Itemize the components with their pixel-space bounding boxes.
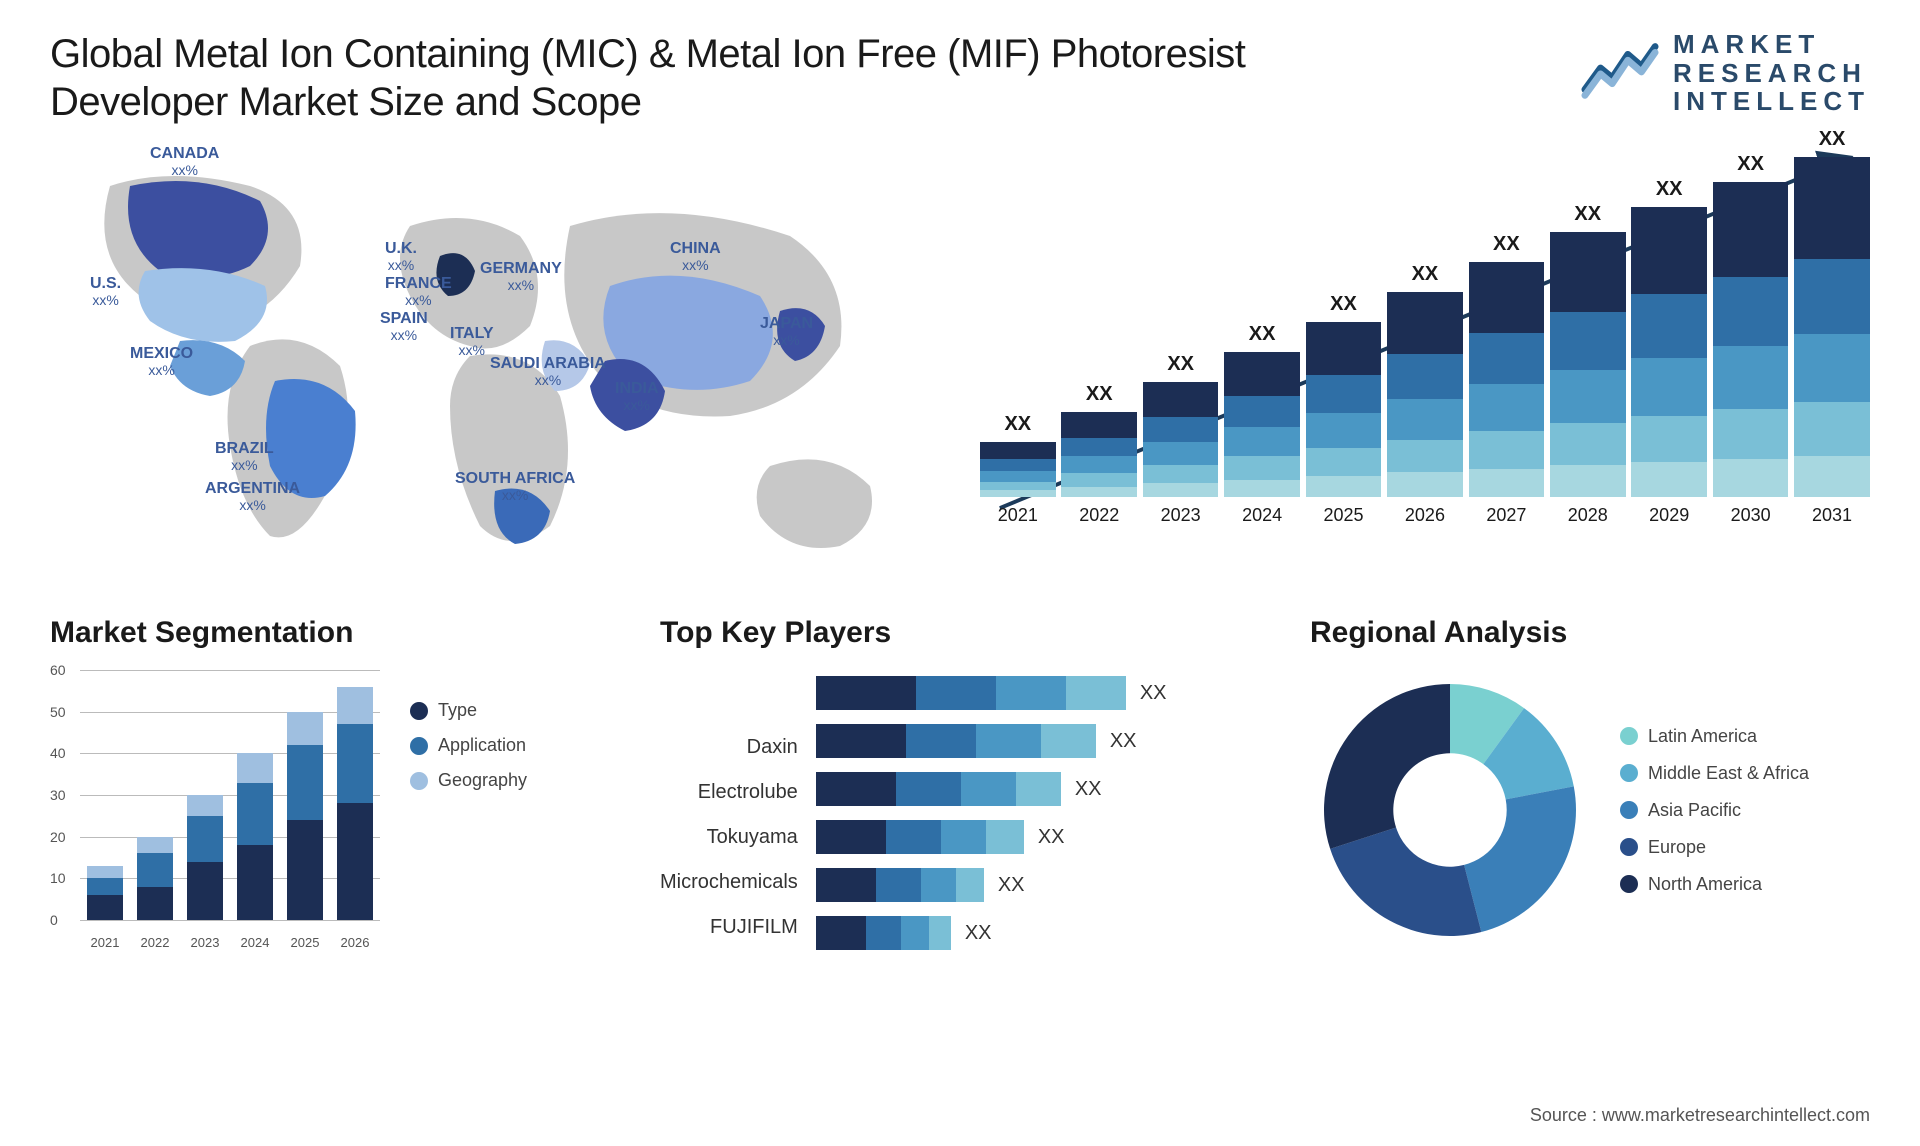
growth-bar: XX2024 [1224, 323, 1300, 526]
legend-item: North America [1620, 874, 1809, 895]
logo-mark-icon [1581, 40, 1659, 105]
players-labels: DaxinElectrolubeTokuyamaMicrochemicalsFU… [660, 670, 798, 950]
player-bar-row: XX [816, 868, 1260, 902]
growth-bar: XX2031 [1794, 128, 1870, 526]
players-title: Top Key Players [660, 616, 1260, 650]
page-title: Global Metal Ion Containing (MIC) & Meta… [50, 30, 1350, 126]
legend-item: Type [410, 700, 527, 721]
growth-bar: XX2029 [1631, 178, 1707, 526]
segmentation-chart: 202120222023202420252026 0102030405060 [50, 670, 380, 950]
map-label: SOUTH AFRICAxx% [455, 471, 575, 505]
segmentation-bar [87, 866, 123, 920]
player-bar-row: XX [816, 724, 1260, 758]
growth-bar: XX2022 [1061, 383, 1137, 526]
segmentation-bar [337, 687, 373, 920]
legend-item: Latin America [1620, 726, 1809, 747]
map-label: CHINAxx% [670, 241, 721, 275]
world-map: CANADAxx% U.S.xx% MEXICOxx% BRAZILxx% ARGENT… [50, 146, 920, 576]
legend-item: Geography [410, 770, 527, 791]
legend-item: Middle East & Africa [1620, 763, 1809, 784]
map-label: GERMANYxx% [480, 261, 562, 295]
bottom-row: Market Segmentation 20212022202320242025… [50, 616, 1870, 950]
regional-title: Regional Analysis [1310, 616, 1870, 650]
segmentation-bar [287, 712, 323, 920]
growth-bar: XX2030 [1713, 153, 1789, 526]
growth-bar: XX2026 [1387, 263, 1463, 526]
player-bar-row: XX [816, 820, 1260, 854]
map-label: FRANCExx% [385, 276, 452, 310]
regional-section: Regional Analysis Latin America Middle Ea… [1310, 616, 1870, 950]
growth-bar: XX2027 [1469, 233, 1545, 526]
growth-bar: XX2025 [1306, 293, 1382, 526]
donut-slice [1324, 684, 1450, 849]
map-label: U.S.xx% [90, 276, 121, 310]
legend-item: Application [410, 735, 527, 756]
segmentation-bar [137, 837, 173, 920]
map-label: CANADAxx% [150, 146, 219, 180]
donut-slice [1464, 786, 1576, 932]
growth-bar-chart: XX2021XX2022XX2023XX2024XX2025XX2026XX20… [980, 146, 1870, 576]
map-label: INDIAxx% [615, 381, 659, 415]
player-bar-row: XX [816, 916, 1260, 950]
legend-item: Asia Pacific [1620, 800, 1809, 821]
players-bars: XX XX XX XX XX XX [816, 670, 1260, 950]
donut-slice [1330, 828, 1481, 936]
segmentation-bar [187, 795, 223, 920]
segmentation-title: Market Segmentation [50, 616, 610, 650]
regional-donut-chart [1310, 670, 1590, 950]
header: Global Metal Ion Containing (MIC) & Meta… [50, 30, 1870, 126]
map-label: BRAZILxx% [215, 441, 274, 475]
map-label: SPAINxx% [380, 311, 428, 345]
player-bar-row: XX [816, 772, 1260, 806]
source-text: Source : www.marketresearchintellect.com [1530, 1105, 1870, 1126]
players-section: Top Key Players DaxinElectrolubeTokuyama… [660, 616, 1260, 950]
segmentation-section: Market Segmentation 20212022202320242025… [50, 616, 610, 950]
top-row: CANADAxx% U.S.xx% MEXICOxx% BRAZILxx% ARGENT… [50, 146, 1870, 576]
player-bar-row: XX [816, 676, 1260, 710]
legend-item: Europe [1620, 837, 1809, 858]
growth-bar: XX2028 [1550, 203, 1626, 526]
logo-text: MARKET RESEARCH INTELLECT [1673, 30, 1870, 116]
map-label: JAPANxx% [760, 316, 813, 350]
growth-bar: XX2021 [980, 413, 1056, 526]
brand-logo: MARKET RESEARCH INTELLECT [1581, 30, 1870, 116]
map-label: U.K.xx% [385, 241, 417, 275]
regional-legend: Latin America Middle East & Africa Asia Pa… [1620, 726, 1809, 895]
map-label: SAUDI ARABIAxx% [490, 356, 606, 390]
segmentation-legend: Type Application Geography [410, 700, 527, 791]
map-label: ARGENTINAxx% [205, 481, 300, 515]
growth-bar: XX2023 [1143, 353, 1219, 526]
map-label: ITALYxx% [450, 326, 494, 360]
map-label: MEXICOxx% [130, 346, 193, 380]
segmentation-bar [237, 753, 273, 920]
